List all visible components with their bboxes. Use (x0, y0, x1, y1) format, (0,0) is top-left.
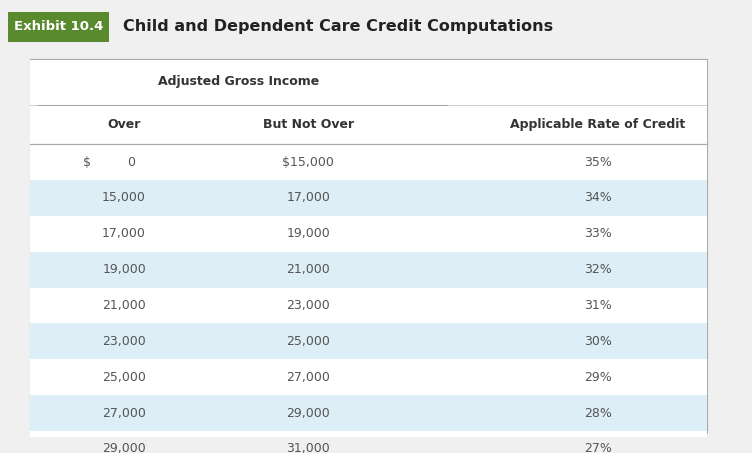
Text: 25,000: 25,000 (287, 335, 330, 348)
Text: $15,000: $15,000 (283, 156, 334, 169)
Text: Applicable Rate of Credit: Applicable Rate of Credit (510, 118, 686, 131)
FancyBboxPatch shape (30, 395, 707, 431)
Text: 17,000: 17,000 (102, 227, 146, 241)
FancyBboxPatch shape (30, 144, 707, 180)
Text: 27,000: 27,000 (102, 406, 146, 419)
Text: 19,000: 19,000 (287, 227, 330, 241)
Text: Adjusted Gross Income: Adjusted Gross Income (158, 76, 320, 88)
Text: 33%: 33% (584, 227, 611, 241)
Text: 23,000: 23,000 (102, 335, 146, 348)
Text: But Not Over: But Not Over (262, 118, 354, 131)
Text: 29%: 29% (584, 371, 611, 384)
FancyBboxPatch shape (30, 323, 707, 359)
FancyBboxPatch shape (30, 105, 707, 144)
Text: $: $ (83, 156, 91, 169)
Text: 34%: 34% (584, 192, 611, 204)
Text: 21,000: 21,000 (102, 299, 146, 312)
Text: 31%: 31% (584, 299, 611, 312)
Text: 35%: 35% (584, 156, 612, 169)
Text: 15,000: 15,000 (102, 192, 146, 204)
FancyBboxPatch shape (30, 288, 707, 323)
Text: 29,000: 29,000 (287, 406, 330, 419)
Text: 21,000: 21,000 (287, 263, 330, 276)
FancyBboxPatch shape (30, 59, 707, 105)
Text: 0: 0 (128, 156, 135, 169)
FancyBboxPatch shape (8, 12, 109, 42)
FancyBboxPatch shape (30, 59, 707, 433)
FancyBboxPatch shape (30, 180, 707, 216)
Text: Exhibit 10.4: Exhibit 10.4 (14, 20, 103, 33)
FancyBboxPatch shape (30, 359, 707, 395)
Text: 28%: 28% (584, 406, 612, 419)
Text: 27,000: 27,000 (287, 371, 330, 384)
Text: 31,000: 31,000 (287, 443, 330, 453)
Text: 17,000: 17,000 (287, 192, 330, 204)
Text: Over: Over (108, 118, 141, 131)
Text: 23,000: 23,000 (287, 299, 330, 312)
Text: 19,000: 19,000 (102, 263, 146, 276)
FancyBboxPatch shape (30, 431, 707, 453)
FancyBboxPatch shape (30, 216, 707, 252)
FancyBboxPatch shape (30, 252, 707, 288)
Text: 27%: 27% (584, 443, 612, 453)
Text: 29,000: 29,000 (102, 443, 146, 453)
Text: 30%: 30% (584, 335, 612, 348)
Text: Child and Dependent Care Credit Computations: Child and Dependent Care Credit Computat… (123, 19, 553, 34)
Text: 25,000: 25,000 (102, 371, 146, 384)
Text: 32%: 32% (584, 263, 611, 276)
